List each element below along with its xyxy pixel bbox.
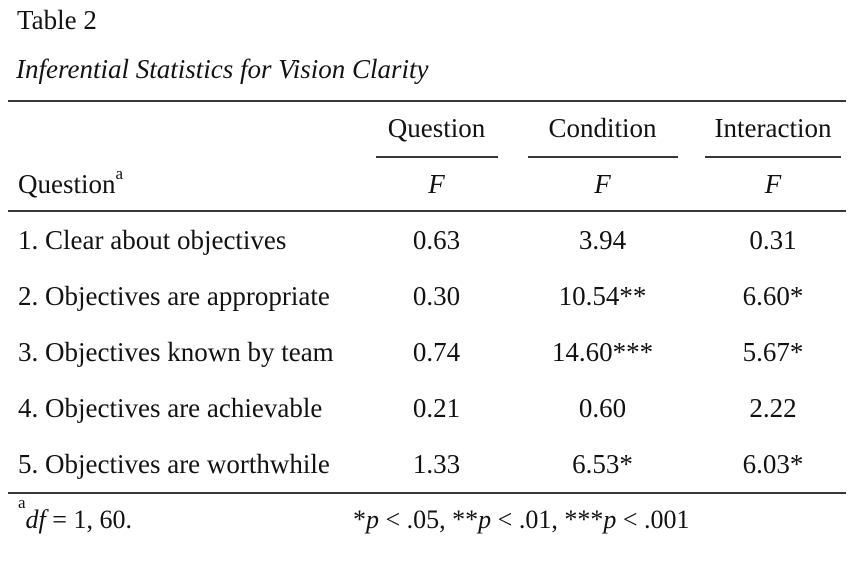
condition-f-value: 10.54** [558,280,647,311]
spanner-condition: Condition [505,102,700,158]
table-number: Table 2 [17,5,97,35]
spanner-interaction-label: Interaction [714,113,832,143]
table-row: 4. Objectives are achievable 0.21 0.60 2… [8,380,846,436]
apa-table: Question Condition Interaction Question a… [8,100,846,564]
f-label: F [594,168,611,199]
question-f-value: 0.30 [412,280,461,311]
interaction-f-value: 6.60* [742,280,804,311]
row-label: 2. Objectives are appropriate [18,280,330,311]
sig-threshold: < .01, [491,505,565,534]
stat-header-row: Question a F F F [8,158,846,210]
sig-p: p [366,505,379,534]
condition-f-value: 3.94 [578,224,627,255]
column-spanner-row: Question Condition Interaction [8,102,846,158]
table-row: 1. Clear about objectives 0.63 3.94 0.31 [8,212,846,268]
spanner-question: Question [368,102,505,158]
table-row: 3. Objectives known by team 0.74 14.60**… [8,324,846,380]
sig-threshold: < .05, [379,505,453,534]
row-label: 4. Objectives are achievable [18,392,323,423]
question-f-value: 0.74 [412,336,461,367]
condition-f-value: 0.60 [578,392,627,423]
table-bottom-rule [8,492,846,494]
interaction-f-value: 6.03* [742,448,804,479]
header-bottom-rule [8,210,846,212]
f-label: F [764,168,782,199]
question-f-value: 1.33 [412,448,461,479]
sig-stars: *** [564,505,604,534]
interaction-f-value: 0.31 [749,224,797,255]
spanner-condition-label: Condition [548,113,657,143]
table-row: 2. Objectives are appropriate 0.30 10.54… [8,268,846,324]
stub-head-label: Question [18,168,116,199]
stat-header-question: F [368,158,505,210]
row-label: 5. Objectives are worthwhile [18,448,330,479]
spanner-interaction: Interaction [700,102,846,158]
interaction-f-value: 2.22 [749,392,797,423]
question-f-value: 0.63 [412,224,461,255]
df-footnote-superscript: a [18,493,26,513]
row-label: 1. Clear about objectives [18,224,287,255]
condition-f-value: 6.53* [572,448,633,479]
stub-head: Question a [18,164,124,199]
f-label: F [428,168,445,199]
df-footnote-term: df [25,505,46,534]
table-footnotes: adf = 1, 60. *p < .05, **p < .01, ***p <… [8,494,846,564]
sig-stars: ** [452,505,479,534]
stat-header-interaction: F [700,158,846,210]
spanner-interaction-underline [705,156,841,158]
spanner-condition-underline [527,156,678,158]
spanner-question-underline [375,156,498,158]
condition-f-value: 14.60*** [551,336,654,367]
sig-p: p [478,505,492,534]
sig-stars: * [353,505,366,534]
spanner-spacer-cell [8,102,368,158]
table-top-rule [8,100,846,102]
significance-footnote: *p < .05, **p < .01, ***p < .001 [353,505,690,535]
table-title: Inferential Statistics for Vision Clarit… [16,54,429,84]
sig-p: p [603,505,617,534]
question-f-value: 0.21 [412,392,461,423]
table-row: 5. Objectives are worthwhile 1.33 6.53* … [8,436,846,492]
row-label: 3. Objectives known by team [18,336,334,367]
df-footnote-rest: = 1, 60. [45,505,132,534]
interaction-f-value: 5.67* [742,336,804,367]
spanner-question-label: Question [387,113,486,143]
sig-threshold: < .001 [616,505,690,534]
stat-header-condition: F [505,158,700,210]
df-footnote: adf = 1, 60. [18,494,132,535]
